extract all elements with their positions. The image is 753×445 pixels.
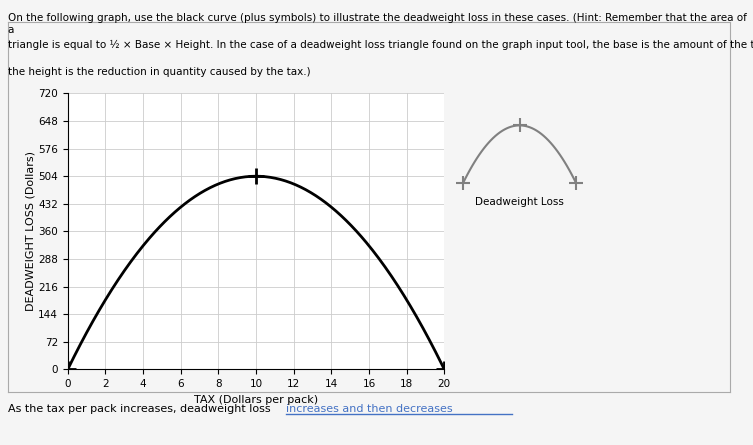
- Text: On the following graph, use the black curve (plus symbols) to illustrate the dea: On the following graph, use the black cu…: [8, 13, 746, 35]
- X-axis label: TAX (Dollars per pack): TAX (Dollars per pack): [194, 395, 318, 405]
- Y-axis label: DEADWEIGHT LOSS (Dollars): DEADWEIGHT LOSS (Dollars): [26, 151, 35, 312]
- Text: triangle is equal to ½ × Base × Height. In the case of a deadweight loss triangl: triangle is equal to ½ × Base × Height. …: [8, 40, 753, 50]
- Text: Deadweight Loss: Deadweight Loss: [475, 198, 564, 207]
- Text: As the tax per pack increases, deadweight loss: As the tax per pack increases, deadweigh…: [8, 404, 270, 414]
- Text: the height is the reduction in quantity caused by the tax.): the height is the reduction in quantity …: [8, 67, 310, 77]
- Text: increases and then decreases: increases and then decreases: [286, 404, 453, 414]
